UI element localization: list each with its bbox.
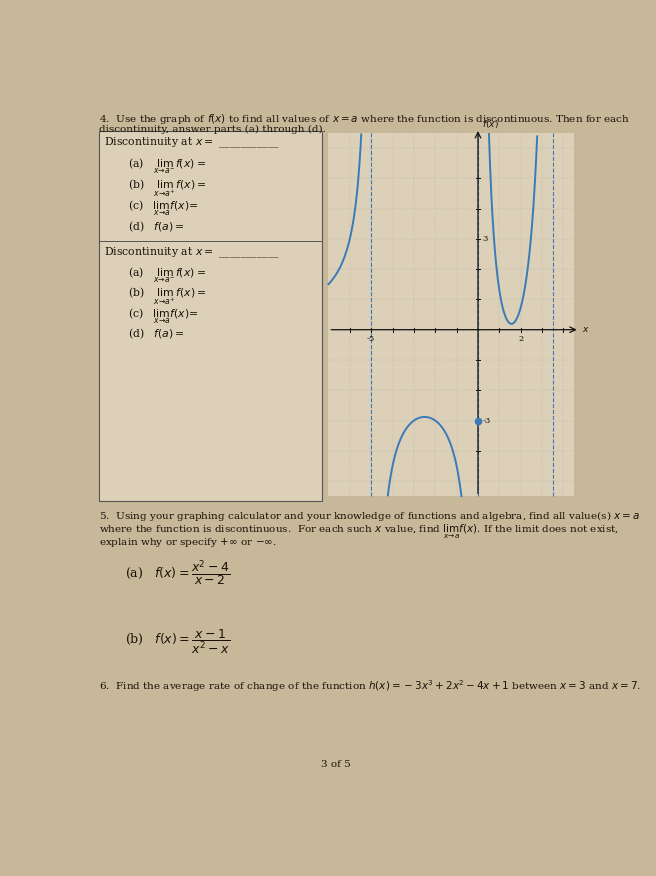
- Text: $f(x)$: $f(x)$: [482, 117, 499, 130]
- Text: where the function is discontinuous.  For each such $x$ value, find $\lim_{x\to : where the function is discontinuous. For…: [99, 522, 619, 540]
- Text: 5.  Using your graphing calculator and your knowledge of functions and algebra, : 5. Using your graphing calculator and yo…: [99, 509, 640, 523]
- Text: -5: -5: [367, 336, 375, 343]
- Text: 4.  Use the graph of $f(x)$ to find all values of $x=a$ where the function is di: 4. Use the graph of $f(x)$ to find all v…: [99, 112, 630, 126]
- Text: (c)   $\lim_{x\to a} f(x) =$: (c) $\lim_{x\to a} f(x) =$: [129, 307, 199, 326]
- Text: 6.  Find the average rate of change of the function $h(x) = -3x^3 + 2x^2 - 4x + : 6. Find the average rate of change of th…: [99, 678, 642, 694]
- Text: 3: 3: [483, 235, 488, 243]
- Text: (b)   $\lim_{x\to a^+} f(x) =$: (b) $\lim_{x\to a^+} f(x) =$: [129, 286, 207, 307]
- Text: explain why or specify $+\infty$ or $-\infty$.: explain why or specify $+\infty$ or $-\i…: [99, 536, 277, 549]
- Text: (d)   $f(a) =$: (d) $f(a) =$: [129, 219, 186, 234]
- Text: (c)   $\lim_{x\to a} f(x) =$: (c) $\lim_{x\to a} f(x) =$: [129, 198, 199, 217]
- Text: (a)   $f(x) = \dfrac{x^2-4}{x-2}$: (a) $f(x) = \dfrac{x^2-4}{x-2}$: [125, 559, 230, 588]
- Text: discontinuity, answer parts (a) through (d).: discontinuity, answer parts (a) through …: [99, 125, 326, 134]
- Text: 2: 2: [518, 336, 523, 343]
- Text: (d)   $f(a) =$: (d) $f(a) =$: [129, 327, 186, 342]
- Text: (a)   $\lim_{x\to a^-} f(x) =$: (a) $\lim_{x\to a^-} f(x) =$: [129, 156, 207, 176]
- Text: Discontinuity at $x =$ ___________: Discontinuity at $x =$ ___________: [104, 136, 280, 151]
- Text: (b)   $\lim_{x\to a^+} f(x) =$: (b) $\lim_{x\to a^+} f(x) =$: [129, 178, 207, 199]
- Text: 3 of 5: 3 of 5: [321, 759, 351, 769]
- Text: Discontinuity at $x =$ ___________: Discontinuity at $x =$ ___________: [104, 245, 280, 259]
- Text: $x$: $x$: [582, 325, 590, 335]
- Text: (a)   $\lim_{x\to a^-} f(x) =$: (a) $\lim_{x\to a^-} f(x) =$: [129, 265, 207, 286]
- Text: -3: -3: [483, 417, 491, 425]
- Bar: [99, 131, 322, 501]
- Bar: [329, 133, 574, 497]
- Text: (b)   $f(x) = \dfrac{x-1}{x^2-x}$: (b) $f(x) = \dfrac{x-1}{x^2-x}$: [125, 628, 230, 656]
